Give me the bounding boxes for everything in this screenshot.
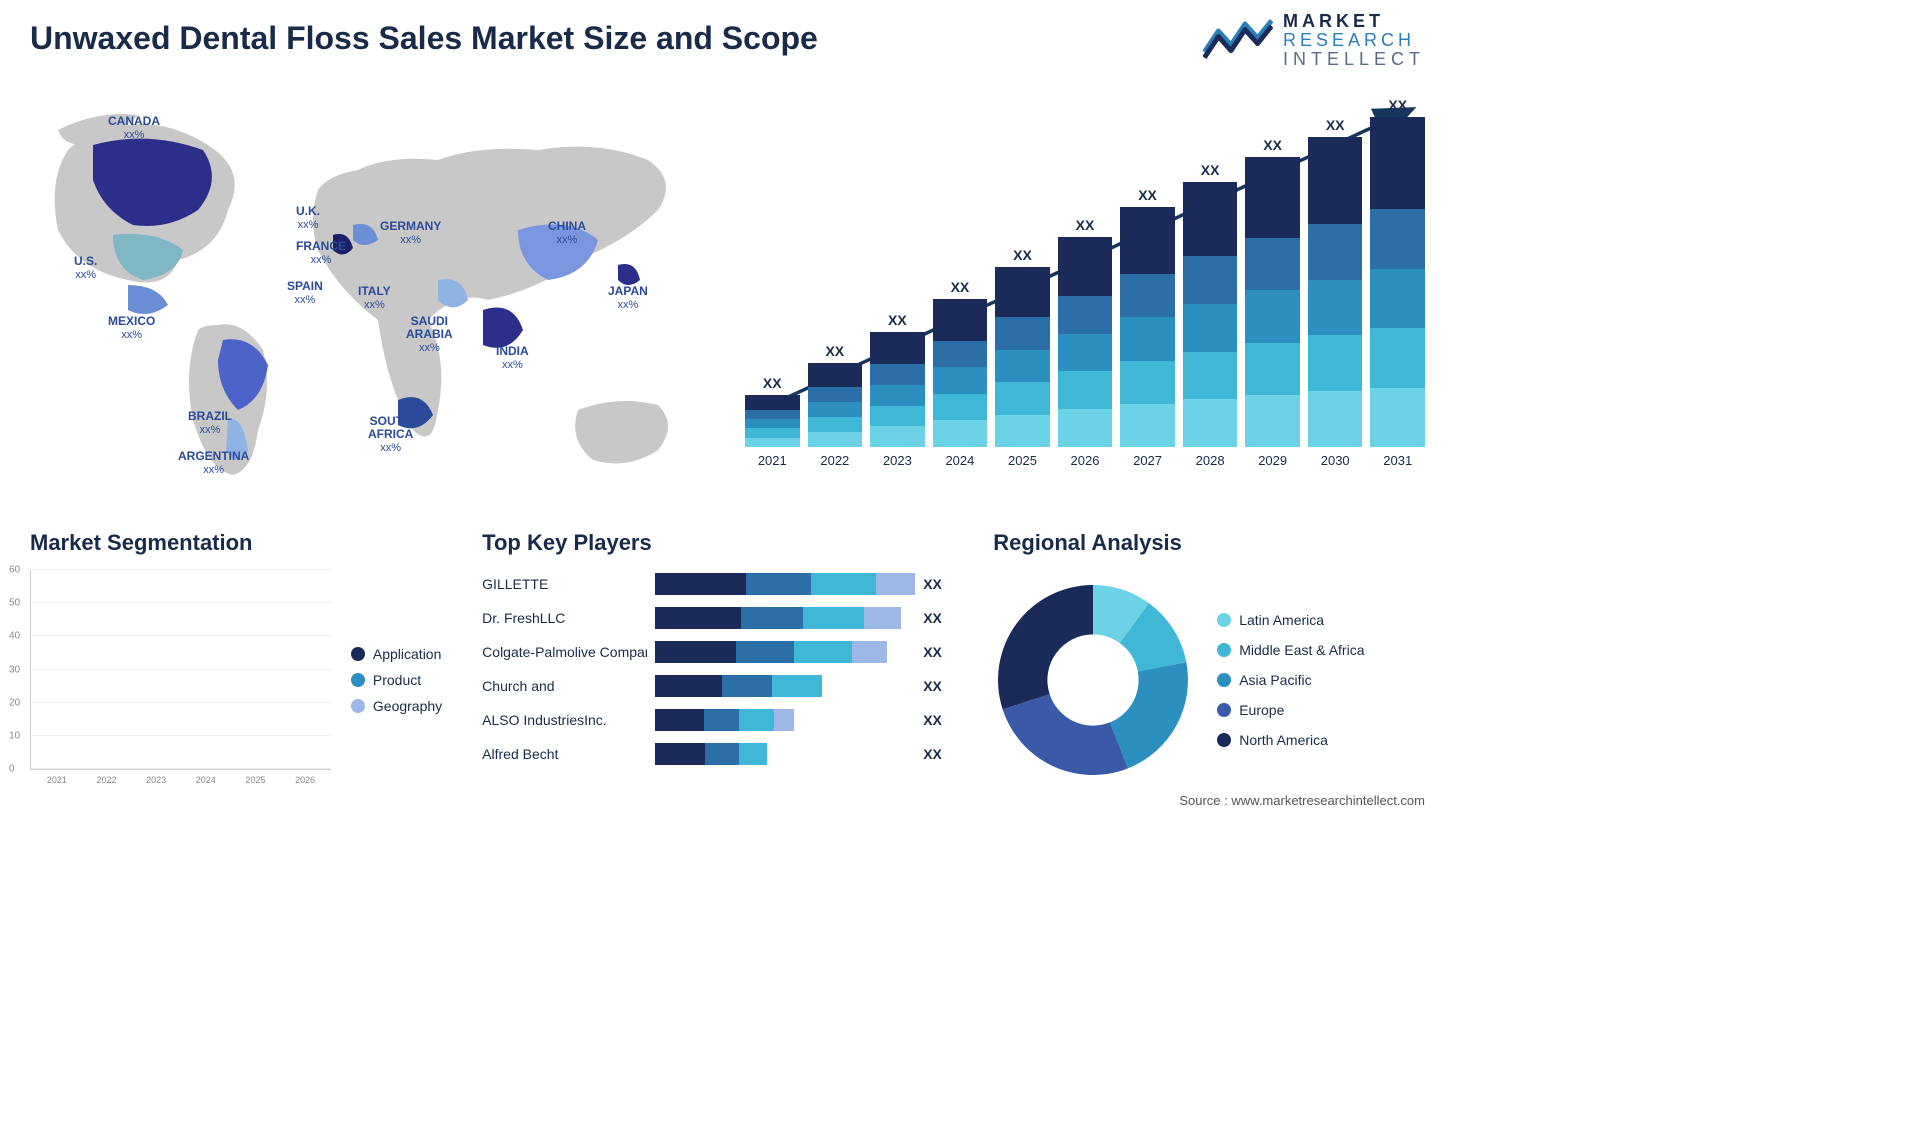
growth-bar-value: XX xyxy=(1138,187,1157,203)
map-label-india: INDIAxx% xyxy=(496,345,529,371)
key-players-title: Top Key Players xyxy=(482,530,953,556)
player-row: Church and XX xyxy=(482,672,953,700)
logo-text-1: MARKET xyxy=(1283,12,1425,31)
growth-bar-2024: XX 2024 xyxy=(933,279,988,468)
growth-bar-year: 2029 xyxy=(1258,453,1287,468)
growth-bar-2031: XX 2031 xyxy=(1370,97,1425,468)
player-row: Colgate-Palmolive Company XX xyxy=(482,638,953,666)
growth-bar-value: XX xyxy=(1076,217,1095,233)
regional-legend: Latin America Middle East & Africa Asia Pa… xyxy=(1217,612,1364,748)
growth-bar-value: XX xyxy=(1326,117,1345,133)
player-row: GILLETTE XX xyxy=(482,570,953,598)
player-value: XX xyxy=(923,576,953,592)
key-players-chart: GILLETTEXXDr. FreshLLCXXColgate-Palmoliv… xyxy=(482,570,953,790)
growth-bar-year: 2023 xyxy=(883,453,912,468)
growth-bar-value: XX xyxy=(825,343,844,359)
growth-bar-year: 2021 xyxy=(758,453,787,468)
segmentation-panel: Market Segmentation 01020304050602021202… xyxy=(30,530,442,790)
player-name: Dr. FreshLLC xyxy=(482,610,647,626)
growth-bar-2027: XX 2027 xyxy=(1120,187,1175,468)
map-label-china: CHINAxx% xyxy=(548,220,586,246)
player-name: GILLETTE xyxy=(482,576,647,592)
donut-slice-europe xyxy=(1003,694,1128,775)
map-label-japan: JAPANxx% xyxy=(608,285,648,311)
region-legend-item: Asia Pacific xyxy=(1217,672,1364,688)
logo-mark-icon xyxy=(1203,14,1273,67)
logo-text-2: RESEARCH xyxy=(1283,31,1425,50)
region-legend-item: Middle East & Africa xyxy=(1217,642,1364,658)
player-value: XX xyxy=(923,644,953,660)
growth-bar-2022: XX 2022 xyxy=(808,343,863,468)
seg-legend-item: Geography xyxy=(351,698,442,714)
growth-bar-2029: XX 2029 xyxy=(1245,137,1300,468)
map-label-argentina: ARGENTINAxx% xyxy=(178,450,249,476)
map-label-u-k-: U.K.xx% xyxy=(296,205,320,231)
growth-bar-value: XX xyxy=(1201,162,1220,178)
map-label-canada: CANADAxx% xyxy=(108,115,160,141)
player-name: Colgate-Palmolive Company xyxy=(482,644,647,660)
player-value: XX xyxy=(923,746,953,762)
map-label-mexico: MEXICOxx% xyxy=(108,315,155,341)
growth-bar-year: 2030 xyxy=(1321,453,1350,468)
donut-slice-north-america xyxy=(998,585,1093,709)
growth-bar-value: XX xyxy=(1388,97,1407,113)
growth-bar-year: 2022 xyxy=(820,453,849,468)
growth-bar-2021: XX 2021 xyxy=(745,375,800,468)
region-legend-item: Europe xyxy=(1217,702,1364,718)
growth-bar-2026: XX 2026 xyxy=(1058,217,1113,468)
player-value: XX xyxy=(923,678,953,694)
player-name: Church and xyxy=(482,678,647,694)
player-row: Alfred Becht XX xyxy=(482,740,953,768)
segmentation-title: Market Segmentation xyxy=(30,530,442,556)
growth-bar-value: XX xyxy=(951,279,970,295)
player-value: XX xyxy=(923,712,953,728)
market-growth-chart: XX 2021 XX 2022 XX 2023 XX 2024 XX 2025 XX 2026 XX 20… xyxy=(745,90,1425,490)
growth-bar-2023: XX 2023 xyxy=(870,312,925,468)
logo-text-3: INTELLECT xyxy=(1283,50,1425,69)
map-label-saudi-arabia: SAUDIARABIAxx% xyxy=(406,315,453,355)
region-legend-item: North America xyxy=(1217,732,1364,748)
map-label-france: FRANCExx% xyxy=(296,240,346,266)
player-name: Alfred Becht xyxy=(482,746,647,762)
source-attribution: Source : www.marketresearchintellect.com xyxy=(1179,793,1425,808)
growth-bar-year: 2028 xyxy=(1196,453,1225,468)
segmentation-chart: 0102030405060202120222023202420252026 xyxy=(30,570,331,770)
map-label-germany: GERMANYxx% xyxy=(380,220,441,246)
growth-bar-2028: XX 2028 xyxy=(1183,162,1238,468)
growth-bar-year: 2027 xyxy=(1133,453,1162,468)
growth-bar-2030: XX 2030 xyxy=(1308,117,1363,468)
growth-bar-year: 2024 xyxy=(945,453,974,468)
regional-panel: Regional Analysis Latin America Middle Ea… xyxy=(993,530,1425,790)
growth-bar-year: 2031 xyxy=(1383,453,1412,468)
world-map: CANADAxx% U.S.xx% MEXICOxx% BRAZILxx% ARGENT… xyxy=(18,90,718,490)
growth-bar-value: XX xyxy=(888,312,907,328)
page-title: Unwaxed Dental Floss Sales Market Size a… xyxy=(30,20,818,57)
player-value: XX xyxy=(923,610,953,626)
growth-bar-value: XX xyxy=(1013,247,1032,263)
player-name: ALSO IndustriesInc. xyxy=(482,712,647,728)
growth-bar-year: 2025 xyxy=(1008,453,1037,468)
map-label-italy: ITALYxx% xyxy=(358,285,391,311)
player-row: Dr. FreshLLC XX xyxy=(482,604,953,632)
regional-donut-chart xyxy=(993,580,1193,780)
growth-bar-value: XX xyxy=(1263,137,1282,153)
growth-bar-year: 2026 xyxy=(1071,453,1100,468)
region-legend-item: Latin America xyxy=(1217,612,1364,628)
growth-bar-value: XX xyxy=(763,375,782,391)
growth-bar-2025: XX 2025 xyxy=(995,247,1050,468)
seg-legend-item: Application xyxy=(351,646,442,662)
brand-logo: MARKET RESEARCH INTELLECT xyxy=(1203,12,1425,69)
key-players-panel: Top Key Players GILLETTE XX Dr. FreshLLC XX… xyxy=(482,530,953,790)
player-row: ALSO IndustriesInc. XX xyxy=(482,706,953,734)
map-label-south-africa: SOUTHAFRICAxx% xyxy=(368,415,413,455)
map-label-brazil: BRAZILxx% xyxy=(188,410,232,436)
segmentation-legend: Application Product Geography xyxy=(351,570,442,790)
map-label-u-s-: U.S.xx% xyxy=(74,255,97,281)
map-label-spain: SPAINxx% xyxy=(287,280,323,306)
regional-title: Regional Analysis xyxy=(993,530,1425,556)
seg-legend-item: Product xyxy=(351,672,442,688)
